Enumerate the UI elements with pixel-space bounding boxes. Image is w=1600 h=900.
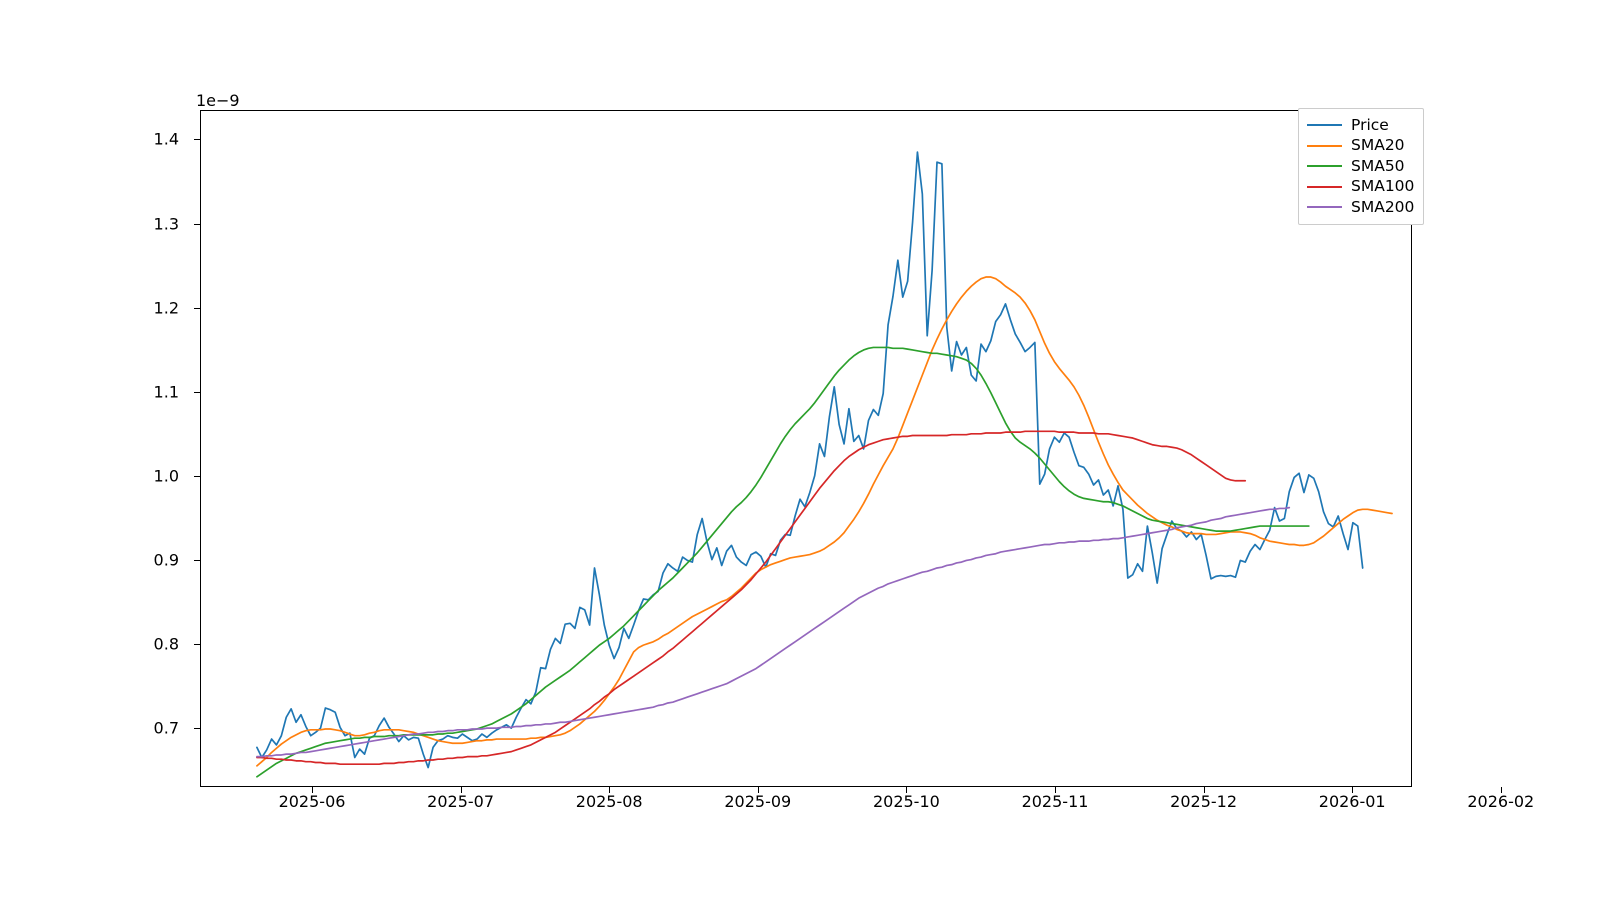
y-tick-mark [194, 475, 200, 477]
x-tick-label: 2025-08 [575, 792, 643, 811]
y-tick-mark [194, 644, 200, 646]
x-tick-mark [757, 787, 759, 793]
x-tick-label: 2025-12 [1170, 792, 1238, 811]
series-line-sma100 [256, 430, 1247, 766]
y-tick-label: 0.8 [153, 634, 179, 654]
legend-label: SMA20 [1351, 136, 1405, 154]
y-tick-mark [194, 223, 200, 225]
x-tick-mark [460, 787, 462, 793]
legend-label: SMA100 [1351, 177, 1415, 195]
x-tick-mark [609, 787, 611, 793]
series-canvas [256, 151, 1393, 778]
plot-area [200, 110, 1412, 787]
y-tick-mark [194, 307, 200, 309]
legend-entry-sma50: SMA50 [1307, 156, 1414, 177]
series-line-sma200 [256, 506, 1291, 758]
x-tick-label: 2025-11 [1021, 792, 1089, 811]
legend-entry-price: Price [1307, 115, 1414, 136]
legend-entry-sma100: SMA100 [1307, 177, 1414, 198]
y-tick-mark [194, 728, 200, 730]
x-tick-mark [1352, 787, 1354, 793]
legend-entry-sma20: SMA20 [1307, 136, 1414, 157]
x-tick-mark [1500, 787, 1502, 793]
y-tick-label: 1.0 [153, 466, 179, 486]
series-line-sma50 [256, 346, 1310, 778]
series-line-price [256, 151, 1364, 769]
y-tick-label: 1.1 [153, 382, 179, 402]
y-tick-mark [194, 391, 200, 393]
x-tick-mark [1055, 787, 1057, 793]
y-tick-label: 0.7 [153, 718, 179, 738]
x-tick-label: 2025-07 [427, 792, 495, 811]
x-tick-label: 2025-09 [724, 792, 792, 811]
legend-label: SMA200 [1351, 197, 1415, 216]
legend-label: SMA50 [1351, 156, 1405, 175]
x-tick-mark [1203, 787, 1205, 793]
legend-color-swatch [1307, 185, 1342, 188]
legend-color-swatch [1307, 144, 1342, 147]
legend-color-swatch [1307, 124, 1342, 127]
legend-label: Price [1351, 115, 1389, 134]
legend-color-swatch [1307, 206, 1342, 209]
x-tick-mark [312, 787, 314, 793]
y-tick-label: 1.4 [153, 129, 179, 149]
y-tick-label: 1.3 [153, 214, 179, 233]
series-line-sma20 [256, 276, 1393, 767]
y-tick-label: 1.2 [153, 298, 179, 318]
chart-legend: Price SMA20 SMA50 SMA100 SMA200 [1298, 108, 1425, 225]
legend-entry-sma200: SMA200 [1307, 197, 1414, 218]
x-tick-label: 2026-01 [1318, 792, 1386, 811]
y-axis-offset-label: 1e−9 [196, 91, 240, 110]
legend-color-swatch [1307, 165, 1342, 168]
y-tick-mark [194, 139, 200, 141]
x-tick-label: 2025-10 [872, 792, 940, 811]
y-tick-mark [194, 559, 200, 561]
x-tick-label: 2025-06 [278, 792, 346, 811]
y-tick-label: 0.9 [153, 550, 179, 570]
x-tick-mark [906, 787, 908, 793]
x-tick-label: 2026-02 [1467, 792, 1535, 811]
